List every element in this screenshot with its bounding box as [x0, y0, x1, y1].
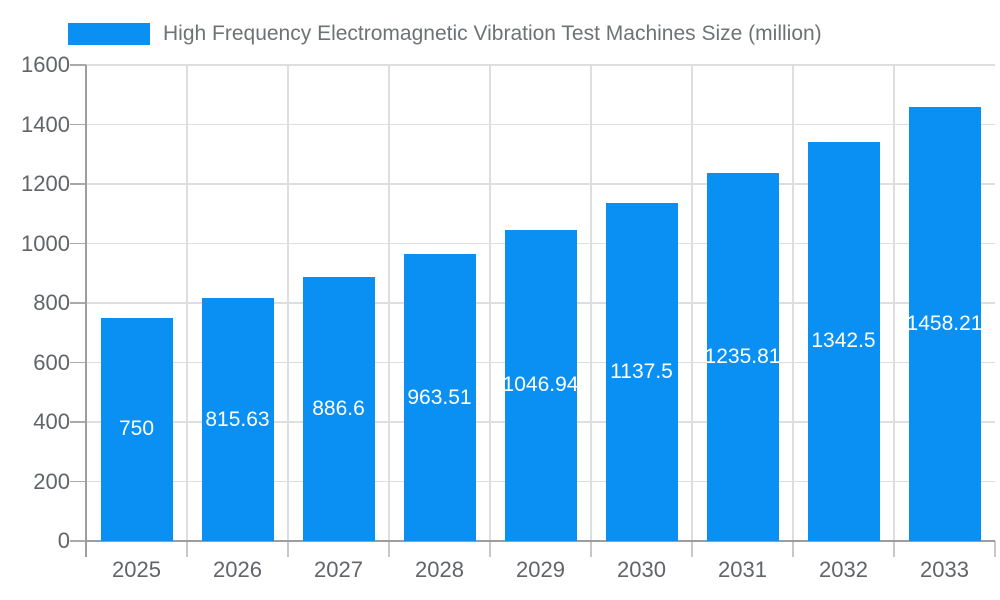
x-tick-label: 2025	[112, 557, 161, 582]
y-tick	[70, 183, 86, 185]
y-tick-label: 400	[33, 409, 70, 434]
gridline-v	[893, 65, 895, 541]
x-tick	[893, 541, 895, 557]
gridline-v	[691, 65, 693, 541]
y-tick-label: 800	[33, 290, 70, 315]
bar-value-label: 1235.81	[706, 345, 779, 369]
gridline-v	[792, 65, 794, 541]
x-tick-label: 2033	[920, 557, 969, 582]
bar-value-label: 815.63	[205, 407, 270, 431]
y-tick	[70, 540, 86, 542]
bar: 963.51	[403, 254, 476, 541]
bar-value-label: 1342.5	[811, 329, 876, 353]
bar-value-label: 1046.94	[504, 373, 577, 397]
x-tick	[287, 541, 289, 557]
bar-value-label: 963.51	[407, 385, 472, 409]
y-tick-label: 1600	[21, 52, 70, 77]
bar: 1046.94	[504, 229, 577, 541]
bar: 886.6	[302, 277, 375, 541]
gridline-v	[590, 65, 592, 541]
y-tick	[70, 361, 86, 364]
y-tick-label: 1000	[21, 230, 70, 256]
x-tick-label: 2028	[415, 557, 464, 582]
bar-value-label: 750	[118, 417, 155, 441]
x-tick	[388, 541, 390, 557]
bar: 750	[100, 317, 173, 541]
bar-value-label: 886.6	[312, 397, 365, 421]
gridline-h	[86, 64, 995, 66]
x-tick	[691, 541, 693, 557]
y-tick-label: 1200	[21, 171, 70, 196]
x-tick	[590, 541, 592, 557]
y-tick	[70, 123, 86, 126]
gridline-v	[388, 65, 390, 541]
bar: 1137.5	[605, 202, 678, 541]
y-tick	[70, 480, 86, 483]
x-tick-label: 2029	[516, 557, 565, 582]
x-tick	[792, 541, 794, 557]
y-tick	[70, 302, 86, 304]
bar: 1342.5	[807, 141, 880, 541]
y-axis-line	[85, 65, 87, 557]
x-tick	[186, 541, 188, 557]
x-tick-label: 2031	[718, 557, 767, 582]
bar: 815.63	[201, 298, 274, 541]
x-axis-line	[85, 540, 995, 542]
y-tick-label: 600	[33, 349, 70, 375]
x-tick-label: 2032	[819, 557, 868, 582]
legend-label: High Frequency Electromagnetic Vibration…	[163, 22, 822, 45]
gridline-v	[287, 65, 289, 541]
gridline-h	[86, 183, 995, 185]
bar-value-label: 1458.21	[908, 312, 981, 336]
gridline-h	[86, 123, 995, 126]
legend-swatch	[68, 23, 150, 45]
bar-value-label: 1137.5	[610, 359, 673, 383]
x-tick	[489, 541, 491, 557]
gridline-v	[186, 65, 188, 541]
y-tick	[70, 64, 86, 66]
x-tick-label: 2027	[314, 557, 363, 582]
y-tick	[70, 421, 86, 423]
x-tick-label: 2026	[213, 557, 262, 582]
y-tick-label: 200	[33, 468, 70, 494]
y-tick-label: 0	[57, 528, 70, 553]
gridline-v	[489, 65, 491, 541]
bar: 1235.81	[706, 173, 779, 541]
x-tick	[994, 541, 996, 557]
y-tick	[70, 242, 86, 245]
x-tick-label: 2030	[617, 557, 666, 582]
bar: 1458.21	[908, 107, 981, 541]
y-tick-label: 1400	[21, 111, 70, 137]
